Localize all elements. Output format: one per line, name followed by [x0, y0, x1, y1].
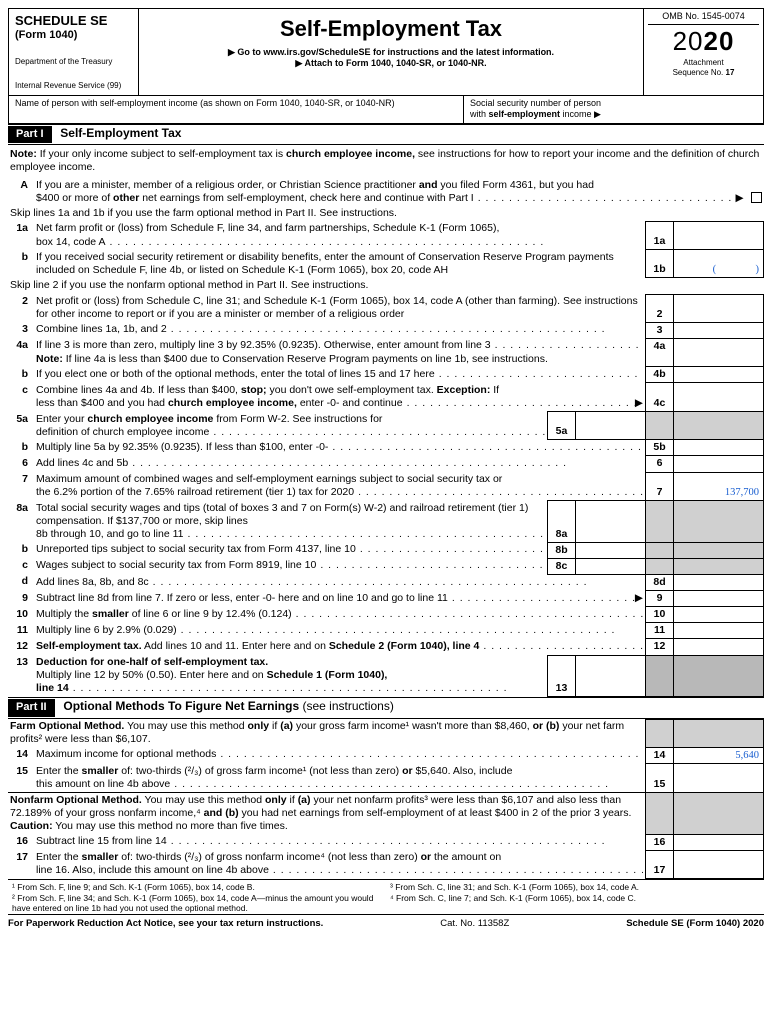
part2-title: Optional Methods To Figure Net Earnings … — [63, 699, 393, 714]
value-4a[interactable] — [674, 338, 764, 366]
line-4a: 4a If line 3 is more than zero, multiply… — [8, 338, 764, 366]
skip-note-2: Skip line 2 if you use the nonfarm optio… — [8, 278, 764, 294]
line-11: 11 Multiply line 6 by 2.9% (0.029) 11 — [8, 623, 764, 639]
part1-header-row: Part I Self-Employment Tax — [8, 124, 764, 146]
line-16: 16 Subtract line 15 from line 14 16 — [8, 834, 764, 850]
line-17: 17 Enter the smaller of: two-thirds (²/₃… — [8, 850, 764, 878]
value-6[interactable] — [674, 456, 764, 472]
church-note: Note: If your only income subject to sel… — [8, 145, 764, 177]
line-8d: d Add lines 8a, 8b, and 8c 8d — [8, 574, 764, 590]
line-15: 15 Enter the smaller of: two-thirds (²/₃… — [8, 764, 764, 793]
part2-header-row: Part II Optional Methods To Figure Net E… — [8, 697, 764, 719]
checkbox-A[interactable] — [751, 192, 762, 203]
value-9[interactable] — [674, 591, 764, 607]
value-4c[interactable] — [674, 383, 764, 412]
line-8a: 8a Total social security wages and tips … — [8, 501, 764, 542]
value-12[interactable] — [674, 639, 764, 655]
line-10: 10 Multiply the smaller of line 6 or lin… — [8, 607, 764, 623]
skip-note-1: Skip lines 1a and 1b if you use the farm… — [8, 206, 764, 222]
line-13: 13 Deduction for one-half of self-employ… — [8, 655, 764, 696]
attachment-label: Attachment — [648, 58, 759, 68]
line-5a: 5a Enter your church employee income fro… — [8, 412, 764, 440]
value-8b[interactable] — [576, 542, 646, 558]
value-17[interactable] — [674, 850, 764, 878]
value-10[interactable] — [674, 607, 764, 623]
footnotes: ¹ From Sch. F, line 9; and Sch. K-1 (For… — [8, 879, 764, 914]
part1-badge: Part I — [8, 126, 52, 144]
name-ssn-bar: Name of person with self-employment inco… — [8, 95, 764, 124]
form-header: SCHEDULE SE (Form 1040) Department of th… — [8, 8, 764, 95]
value-4b[interactable] — [674, 367, 764, 383]
line-3: 3 Combine lines 1a, 1b, and 2 3 — [8, 322, 764, 338]
footer-right: Schedule SE (Form 1040) 2020 — [626, 918, 764, 930]
value-3[interactable] — [674, 322, 764, 338]
line-8b: b Unreported tips subject to social secu… — [8, 542, 764, 558]
page-footer: For Paperwork Reduction Act Notice, see … — [8, 914, 764, 930]
value-5a[interactable] — [576, 412, 646, 440]
attach-text: ▶ Attach to Form 1040, 1040-SR, or 1040-… — [145, 58, 637, 69]
line-9: 9 Subtract line 8d from line 7. If zero … — [8, 591, 764, 607]
value-2[interactable] — [674, 294, 764, 322]
line-6: 6 Add lines 4c and 5b 6 — [8, 456, 764, 472]
name-field-label[interactable]: Name of person with self-employment inco… — [9, 96, 463, 123]
value-14: 5,640 — [674, 747, 764, 763]
line-1a: 1a Net farm profit or (loss) from Schedu… — [8, 221, 764, 249]
lines-table: A If you are a minister, member of a rel… — [8, 178, 764, 697]
header-center: Self-Employment Tax ▶ Go to www.irs.gov/… — [139, 9, 643, 95]
value-1b[interactable]: ( ) — [674, 250, 764, 278]
value-15[interactable] — [674, 764, 764, 793]
header-right: OMB No. 1545-0074 2020 Attachment Sequen… — [643, 9, 763, 95]
footnote-4: ⁴ From Sch. C, line 7; and Sch. K-1 (For… — [390, 893, 760, 904]
line-12: 12 Self-employment tax. Add lines 10 and… — [8, 639, 764, 655]
value-13[interactable] — [576, 655, 646, 696]
omb-number: OMB No. 1545-0074 — [648, 11, 759, 25]
part2-table: Farm Optional Method. You may use this m… — [8, 719, 764, 879]
footnote-2: ² From Sch. F, line 34; and Sch. K-1 (Fo… — [12, 893, 382, 914]
sequence-number: Sequence No. 17 — [648, 68, 759, 78]
footnote-1: ¹ From Sch. F, line 9; and Sch. K-1 (For… — [12, 882, 382, 893]
line-8c: c Wages subject to social security tax f… — [8, 558, 764, 574]
footer-left: For Paperwork Reduction Act Notice, see … — [8, 918, 323, 930]
value-5b[interactable] — [674, 440, 764, 456]
part1-title: Self-Employment Tax — [60, 126, 181, 141]
form-title: Self-Employment Tax — [145, 15, 637, 43]
form-label: (Form 1040) — [15, 29, 132, 43]
nonfarm-method-note: Nonfarm Optional Method. You may use thi… — [8, 792, 646, 834]
line-A: A If you are a minister, member of a rel… — [8, 178, 764, 206]
ssn-field-label[interactable]: Social security number of person with se… — [463, 96, 763, 123]
header-left: SCHEDULE SE (Form 1040) Department of th… — [9, 9, 139, 95]
dept-1: Department of the Treasury — [15, 57, 132, 67]
line-4b: b If you elect one or both of the option… — [8, 367, 764, 383]
tax-year: 2020 — [648, 25, 759, 58]
value-1a[interactable] — [674, 221, 764, 249]
line-7: 7 Maximum amount of combined wages and s… — [8, 472, 764, 501]
value-16[interactable] — [674, 834, 764, 850]
schedule-label: SCHEDULE SE — [15, 13, 132, 29]
value-7: 137,700 — [674, 472, 764, 501]
footer-cat: Cat. No. 11358Z — [440, 918, 509, 930]
value-11[interactable] — [674, 623, 764, 639]
value-8c[interactable] — [576, 558, 646, 574]
value-8d[interactable] — [674, 574, 764, 590]
footnote-3: ³ From Sch. C, line 31; and Sch. K-1 (Fo… — [390, 882, 760, 893]
value-8a[interactable] — [576, 501, 646, 542]
line-1b: b If you received social security retire… — [8, 250, 764, 278]
line-4c: c Combine lines 4a and 4b. If less than … — [8, 383, 764, 412]
goto-text: ▶ Go to www.irs.gov/ScheduleSE for instr… — [145, 47, 637, 58]
line-2: 2 Net profit or (loss) from Schedule C, … — [8, 294, 764, 322]
farm-method-note: Farm Optional Method. You may use this m… — [8, 719, 646, 747]
line-14: 14 Maximum income for optional methods 1… — [8, 747, 764, 763]
part2-badge: Part II — [8, 699, 55, 717]
line-5b: b Multiply line 5a by 92.35% (0.9235). I… — [8, 440, 764, 456]
dept-2: Internal Revenue Service (99) — [15, 81, 132, 91]
